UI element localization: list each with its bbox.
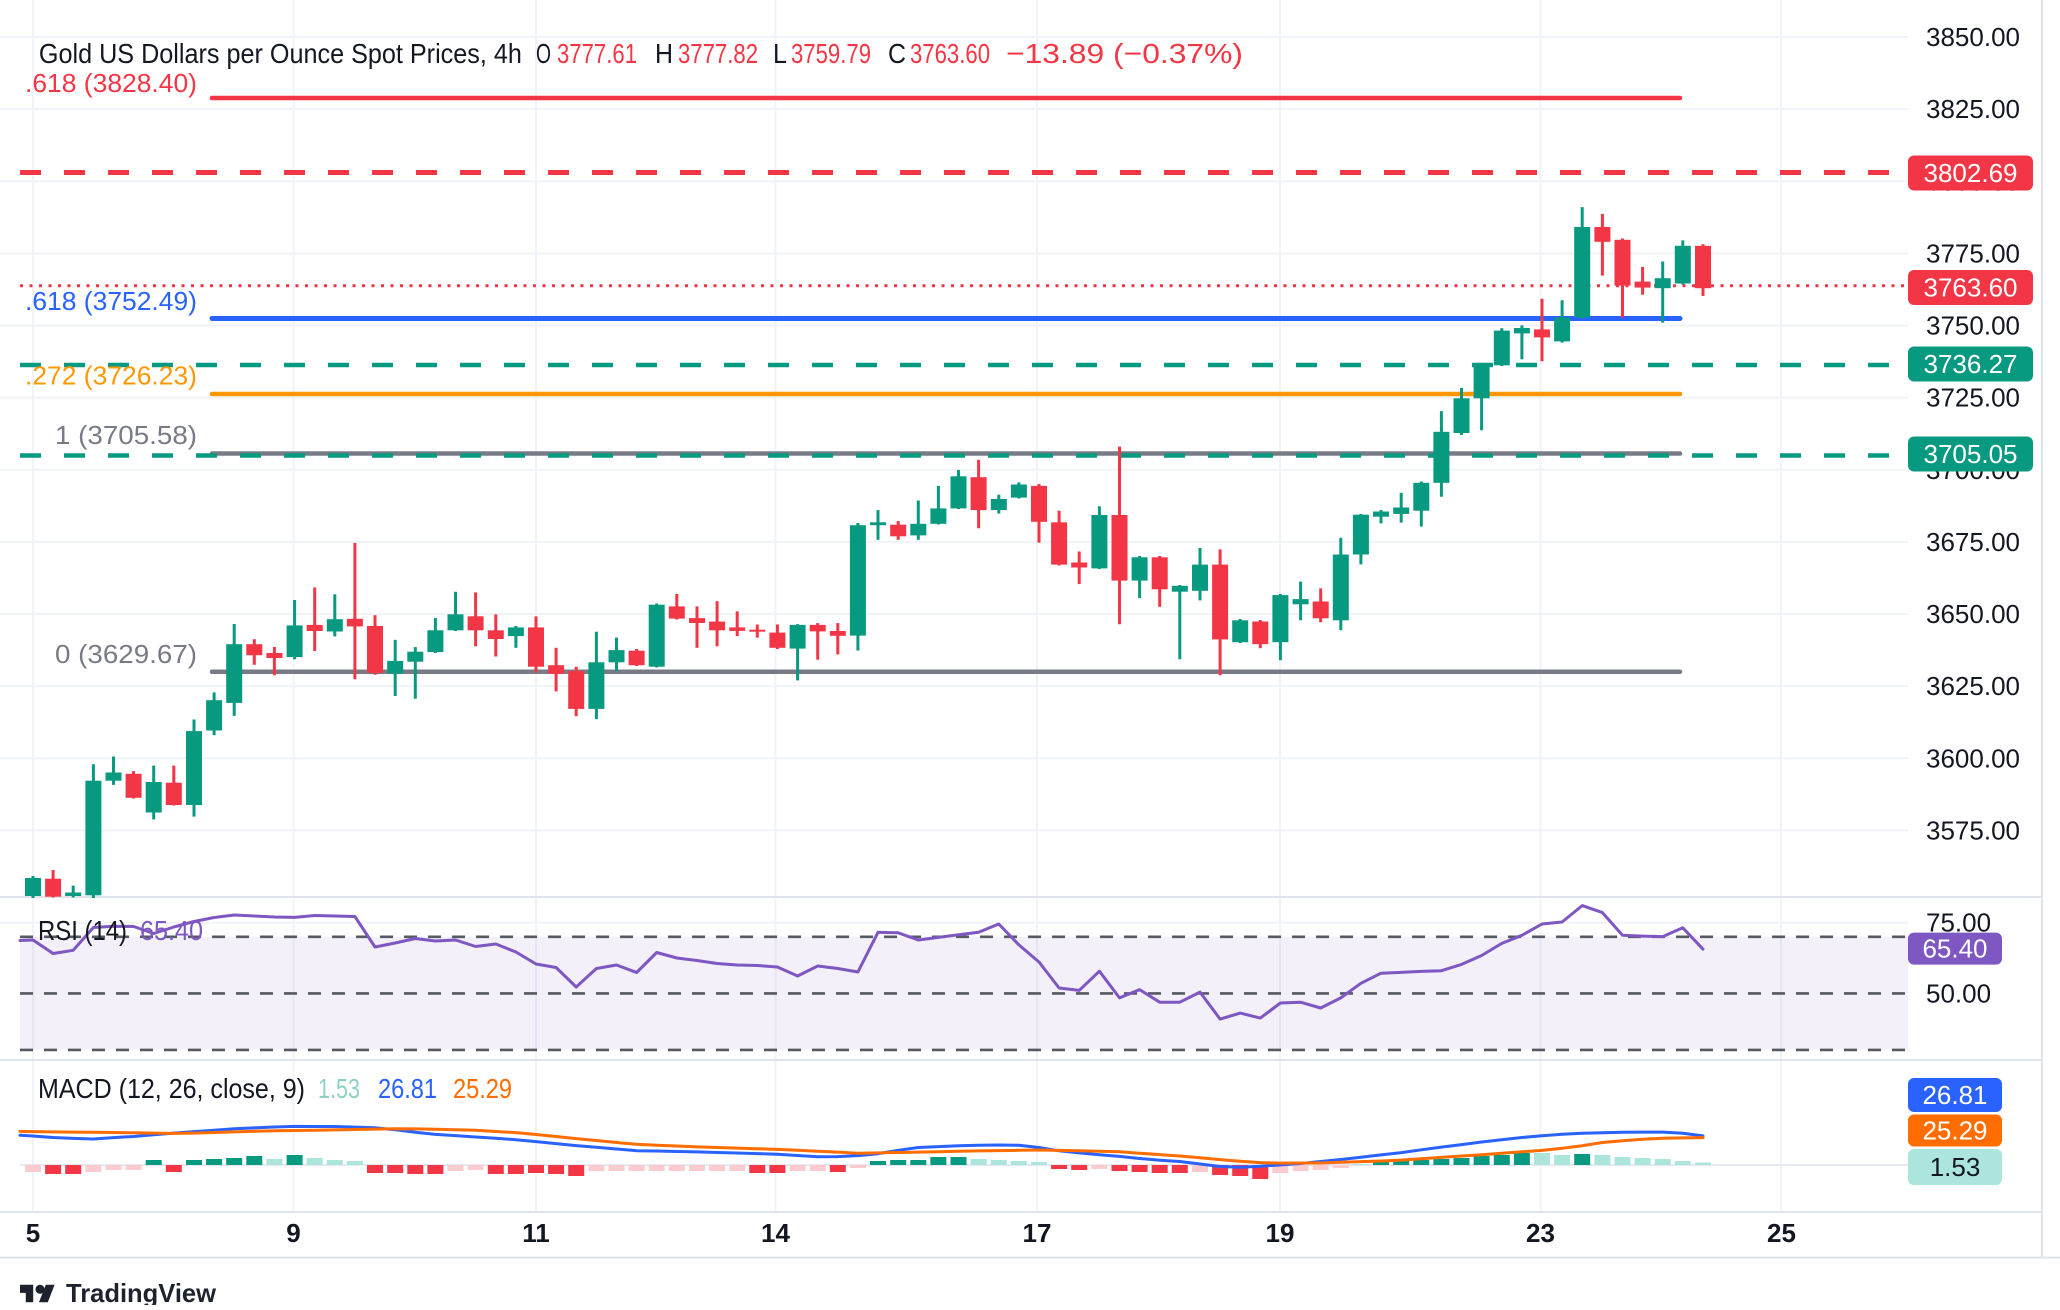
svg-text:1.53: 1.53 [1930, 1152, 1981, 1182]
svg-text:9: 9 [286, 1218, 300, 1248]
svg-text:3763.60: 3763.60 [1924, 273, 2018, 303]
svg-text:.618 (3752.49): .618 (3752.49) [25, 286, 197, 316]
svg-text:3777.61: 3777.61 [557, 38, 637, 69]
svg-text:3850.00: 3850.00 [1926, 22, 2020, 52]
svg-text:Gold US Dollars per Ounce Spot: Gold US Dollars per Ounce Spot Prices, 4… [39, 38, 522, 69]
svg-text:3675.00: 3675.00 [1926, 527, 2020, 557]
svg-text:11: 11 [522, 1218, 550, 1248]
svg-text:3650.00: 3650.00 [1926, 599, 2020, 629]
svg-text:3777.82: 3777.82 [678, 38, 758, 69]
svg-text:23: 23 [1526, 1218, 1555, 1248]
svg-text:3763.60: 3763.60 [910, 38, 990, 69]
svg-text:O: O [536, 38, 551, 69]
svg-text:25: 25 [1767, 1218, 1796, 1248]
svg-text:.272 (3726.23): .272 (3726.23) [25, 361, 197, 391]
svg-text:.618 (3828.40): .618 (3828.40) [25, 68, 197, 98]
svg-text:25.29: 25.29 [1922, 1116, 1987, 1146]
svg-text:3775.00: 3775.00 [1926, 238, 2020, 268]
svg-text:0 (3629.67): 0 (3629.67) [55, 639, 197, 669]
svg-text:1 (3705.58): 1 (3705.58) [55, 420, 197, 450]
svg-text:1.53: 1.53 [318, 1073, 360, 1104]
svg-text:3725.00: 3725.00 [1926, 383, 2020, 413]
svg-text:3625.00: 3625.00 [1926, 671, 2020, 701]
svg-text:3705.05: 3705.05 [1924, 439, 2018, 469]
svg-text:65.40: 65.40 [140, 915, 203, 946]
svg-text:MACD (12, 26, close, 9): MACD (12, 26, close, 9) [38, 1073, 305, 1104]
svg-text:3759.79: 3759.79 [791, 38, 871, 69]
svg-text:26.81: 26.81 [378, 1073, 437, 1104]
svg-text:3736.27: 3736.27 [1924, 349, 2018, 379]
svg-text:L: L [773, 38, 787, 69]
svg-text:−13.89 (−0.37%): −13.89 (−0.37%) [1006, 38, 1243, 69]
svg-text:RSI (14): RSI (14) [38, 915, 127, 946]
svg-text:3825.00: 3825.00 [1926, 94, 2020, 124]
svg-text:3600.00: 3600.00 [1926, 743, 2020, 773]
svg-text:25.29: 25.29 [453, 1073, 512, 1104]
svg-text:3750.00: 3750.00 [1926, 311, 2020, 341]
svg-text:5: 5 [26, 1218, 40, 1248]
svg-text:3802.69: 3802.69 [1924, 158, 2018, 188]
svg-text:C: C [888, 38, 906, 69]
svg-text:17: 17 [1023, 1218, 1052, 1248]
svg-text:50.00: 50.00 [1926, 978, 1991, 1008]
svg-text:3575.00: 3575.00 [1926, 815, 2020, 845]
svg-text:65.40: 65.40 [1922, 934, 1987, 964]
svg-text:19: 19 [1266, 1218, 1295, 1248]
svg-text:TradingView: TradingView [66, 1278, 217, 1305]
svg-text:14: 14 [761, 1218, 790, 1248]
svg-text:H: H [655, 38, 673, 69]
svg-text:26.81: 26.81 [1922, 1080, 1987, 1110]
